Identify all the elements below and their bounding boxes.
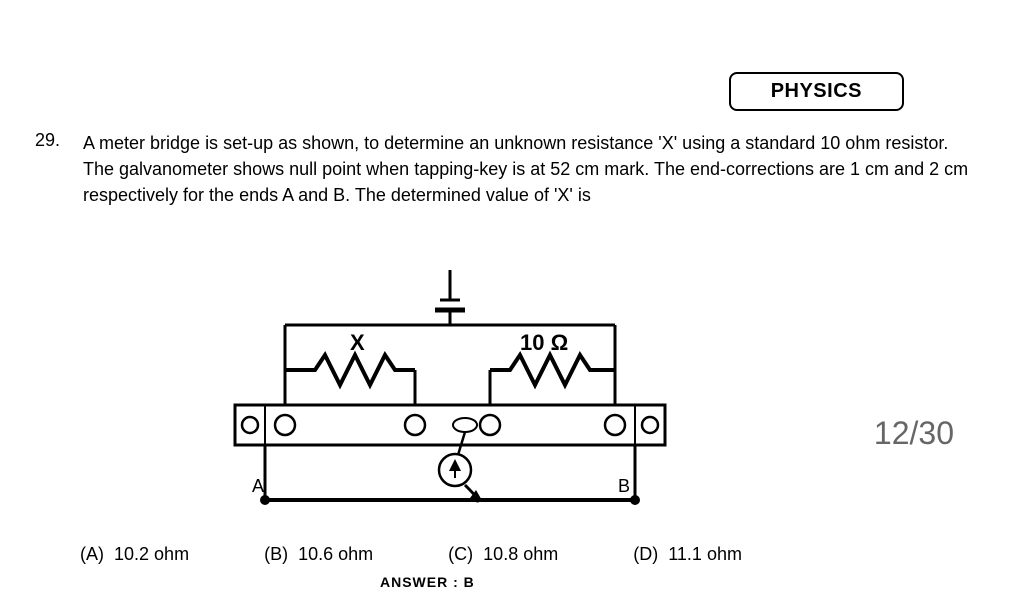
page-indicator: 12/30 [874,415,954,452]
option-d: (D) 11.1 ohm [633,544,742,565]
option-a: (A) 10.2 ohm [80,544,189,565]
question-row: 29. A meter bridge is set-up as shown, t… [35,130,984,208]
resistor-10-label: 10 Ω [520,330,568,355]
option-b-label: (B) [264,544,288,564]
end-a-label: A [252,476,264,496]
option-b-text: 10.6 ohm [298,544,373,564]
meter-bridge-diagram: X 10 Ω A B [200,270,700,530]
option-b: (B) 10.6 ohm [264,544,373,565]
option-d-label: (D) [633,544,658,564]
subject-badge: PHYSICS [729,72,904,111]
option-a-text: 10.2 ohm [114,544,189,564]
option-c: (C) 10.8 ohm [448,544,558,565]
option-a-label: (A) [80,544,104,564]
end-b-label: B [618,476,630,496]
options-row: (A) 10.2 ohm (B) 10.6 ohm (C) 10.8 ohm (… [80,544,964,565]
question-number: 29. [35,130,65,151]
resistor-x-label: X [350,330,365,355]
answer-cut-text: ANSWER : B [380,574,475,590]
question-text: A meter bridge is set-up as shown, to de… [83,130,984,208]
option-d-text: 11.1 ohm [668,544,742,564]
option-c-label: (C) [448,544,473,564]
option-c-text: 10.8 ohm [483,544,558,564]
